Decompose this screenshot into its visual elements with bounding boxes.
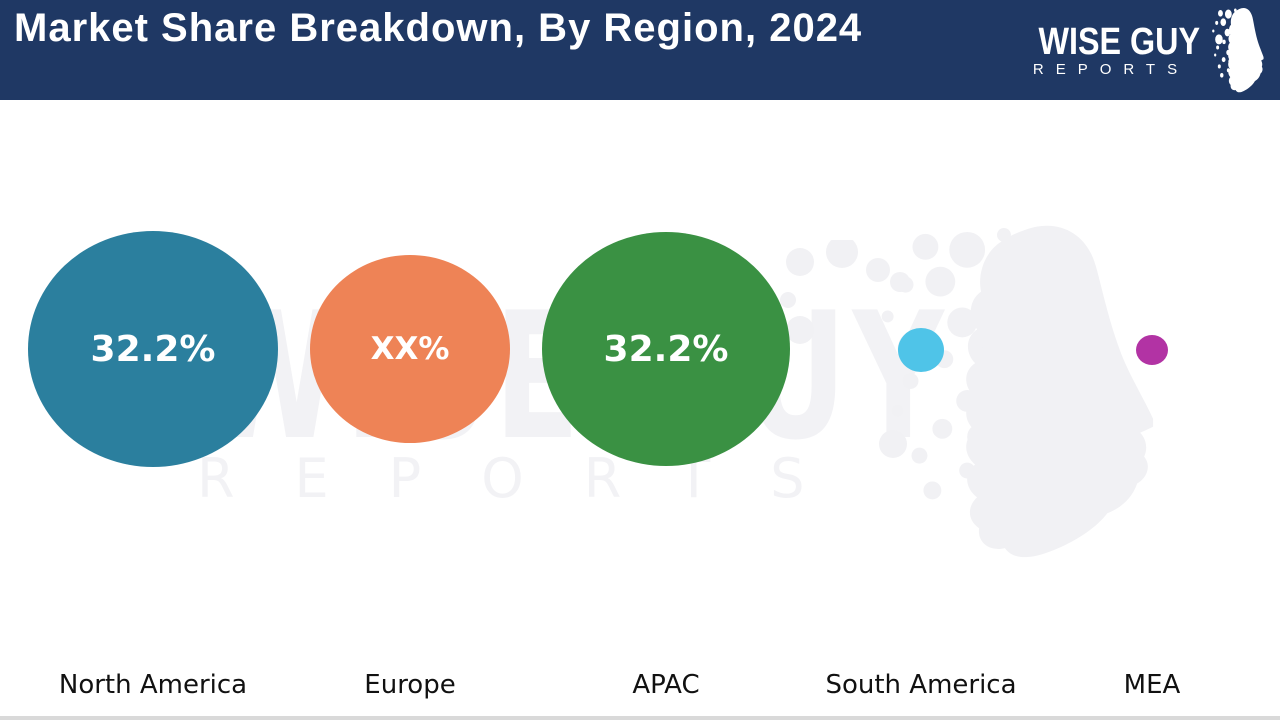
logo-wordmark: WISE GUY — [1038, 20, 1200, 63]
bubble-europe: XX% — [310, 255, 510, 443]
wise-guy-head-icon — [1212, 7, 1264, 93]
bubble-value-label: 32.2% — [603, 328, 729, 370]
bubble-apac: 32.2% — [542, 232, 790, 466]
category-label-apac: APAC — [632, 670, 700, 700]
bubble-north-america: 32.2% — [28, 231, 278, 467]
bottom-divider — [0, 716, 1280, 720]
category-label-north-america: North America — [58, 670, 248, 700]
logo-subtext: REPORTS — [1032, 60, 1190, 78]
category-label-mea: MEA — [1123, 670, 1181, 700]
category-label-south-america: South America — [825, 670, 1017, 700]
category-label-europe: Europe — [364, 670, 456, 700]
header-bar: Market Share Breakdown, By Region, 2024 … — [0, 0, 1280, 100]
bubble-value-label: XX% — [370, 331, 450, 367]
page-title: Market Share Breakdown, By Region, 2024 — [14, 6, 863, 50]
bubble-mea — [1136, 335, 1168, 365]
watermark-subtext: REPORTS — [197, 447, 865, 510]
watermark-dots — [780, 240, 910, 458]
wise-guy-logo: WISE GUY REPORTS — [1010, 5, 1266, 95]
watermark-head-icon — [881, 225, 1154, 558]
bubble-south-america — [898, 328, 944, 372]
logo-text: WISE GUY REPORTS — [1010, 23, 1200, 78]
bubble-value-label: 32.2% — [90, 328, 216, 370]
